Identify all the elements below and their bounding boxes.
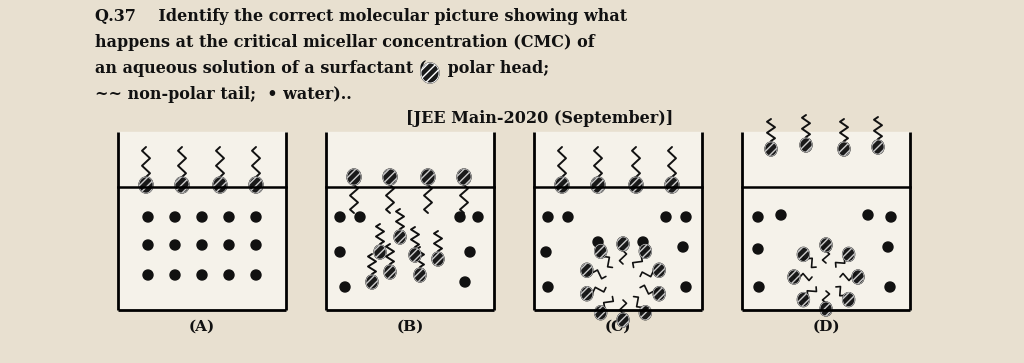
Circle shape bbox=[143, 240, 153, 250]
Ellipse shape bbox=[629, 177, 643, 193]
Text: (B): (B) bbox=[396, 320, 424, 334]
Text: an aqueous solution of a surfactant (: an aqueous solution of a surfactant ( bbox=[95, 60, 427, 77]
Ellipse shape bbox=[653, 287, 666, 301]
Ellipse shape bbox=[798, 293, 809, 307]
Circle shape bbox=[170, 240, 180, 250]
Bar bbox=[534, 132, 702, 310]
Circle shape bbox=[593, 237, 603, 247]
Circle shape bbox=[886, 212, 896, 222]
Ellipse shape bbox=[383, 169, 397, 185]
Ellipse shape bbox=[421, 63, 439, 83]
Circle shape bbox=[776, 210, 786, 220]
Ellipse shape bbox=[347, 169, 361, 185]
Ellipse shape bbox=[457, 169, 471, 185]
Circle shape bbox=[143, 270, 153, 280]
Ellipse shape bbox=[639, 244, 651, 258]
Ellipse shape bbox=[139, 177, 153, 193]
Circle shape bbox=[681, 282, 691, 292]
Circle shape bbox=[224, 270, 234, 280]
Ellipse shape bbox=[665, 177, 679, 193]
Circle shape bbox=[638, 237, 648, 247]
Circle shape bbox=[460, 277, 470, 287]
Circle shape bbox=[251, 212, 261, 222]
Circle shape bbox=[465, 247, 475, 257]
Text: happens at the critical micellar concentration (CMC) of: happens at the critical micellar concent… bbox=[95, 34, 595, 51]
Ellipse shape bbox=[374, 245, 386, 259]
Circle shape bbox=[681, 212, 691, 222]
Circle shape bbox=[563, 212, 573, 222]
Circle shape bbox=[863, 210, 873, 220]
Circle shape bbox=[224, 240, 234, 250]
Text: polar head;: polar head; bbox=[442, 60, 549, 77]
Ellipse shape bbox=[595, 244, 606, 258]
Circle shape bbox=[883, 242, 893, 252]
Ellipse shape bbox=[800, 138, 812, 152]
Circle shape bbox=[662, 212, 671, 222]
Ellipse shape bbox=[617, 313, 629, 327]
Ellipse shape bbox=[595, 306, 606, 320]
Ellipse shape bbox=[384, 265, 396, 279]
Ellipse shape bbox=[872, 140, 884, 154]
Ellipse shape bbox=[765, 142, 777, 156]
Circle shape bbox=[754, 282, 764, 292]
Ellipse shape bbox=[555, 177, 569, 193]
Ellipse shape bbox=[249, 177, 263, 193]
Ellipse shape bbox=[843, 247, 855, 261]
Ellipse shape bbox=[639, 306, 651, 320]
Circle shape bbox=[143, 212, 153, 222]
Circle shape bbox=[224, 212, 234, 222]
Circle shape bbox=[197, 270, 207, 280]
Circle shape bbox=[543, 212, 553, 222]
Circle shape bbox=[335, 247, 345, 257]
Ellipse shape bbox=[653, 263, 666, 277]
Circle shape bbox=[251, 240, 261, 250]
Circle shape bbox=[340, 282, 350, 292]
Ellipse shape bbox=[591, 177, 605, 193]
Circle shape bbox=[355, 212, 365, 222]
Ellipse shape bbox=[581, 263, 593, 277]
Ellipse shape bbox=[432, 252, 444, 266]
Circle shape bbox=[197, 212, 207, 222]
Ellipse shape bbox=[843, 293, 855, 307]
Ellipse shape bbox=[581, 287, 593, 301]
Ellipse shape bbox=[788, 270, 800, 284]
Circle shape bbox=[678, 242, 688, 252]
Circle shape bbox=[753, 244, 763, 254]
Bar bbox=[118, 132, 286, 310]
Ellipse shape bbox=[394, 230, 406, 244]
Ellipse shape bbox=[175, 177, 189, 193]
Ellipse shape bbox=[414, 268, 426, 282]
Circle shape bbox=[473, 212, 483, 222]
Ellipse shape bbox=[820, 238, 831, 252]
Ellipse shape bbox=[838, 142, 850, 156]
Circle shape bbox=[170, 270, 180, 280]
Ellipse shape bbox=[820, 302, 831, 316]
Ellipse shape bbox=[409, 248, 421, 262]
Circle shape bbox=[170, 212, 180, 222]
Ellipse shape bbox=[852, 270, 864, 284]
Text: ~~ non-polar tail;  • water)..: ~~ non-polar tail; • water).. bbox=[95, 86, 352, 103]
Text: Q.37    Identify the correct molecular picture showing what: Q.37 Identify the correct molecular pict… bbox=[95, 8, 627, 25]
Ellipse shape bbox=[366, 275, 378, 289]
Ellipse shape bbox=[617, 237, 629, 251]
Bar bbox=[326, 132, 494, 310]
Bar bbox=[742, 132, 910, 310]
Ellipse shape bbox=[421, 169, 435, 185]
Text: (D): (D) bbox=[812, 320, 840, 334]
Circle shape bbox=[455, 212, 465, 222]
Ellipse shape bbox=[798, 247, 809, 261]
Circle shape bbox=[753, 212, 763, 222]
Text: (C): (C) bbox=[605, 320, 631, 334]
Circle shape bbox=[335, 212, 345, 222]
Circle shape bbox=[541, 247, 551, 257]
Circle shape bbox=[885, 282, 895, 292]
Circle shape bbox=[543, 282, 553, 292]
Circle shape bbox=[197, 240, 207, 250]
Text: [JEE Main-2020 (September)]: [JEE Main-2020 (September)] bbox=[407, 110, 674, 127]
Ellipse shape bbox=[213, 177, 227, 193]
Circle shape bbox=[251, 270, 261, 280]
Text: (A): (A) bbox=[188, 320, 215, 334]
